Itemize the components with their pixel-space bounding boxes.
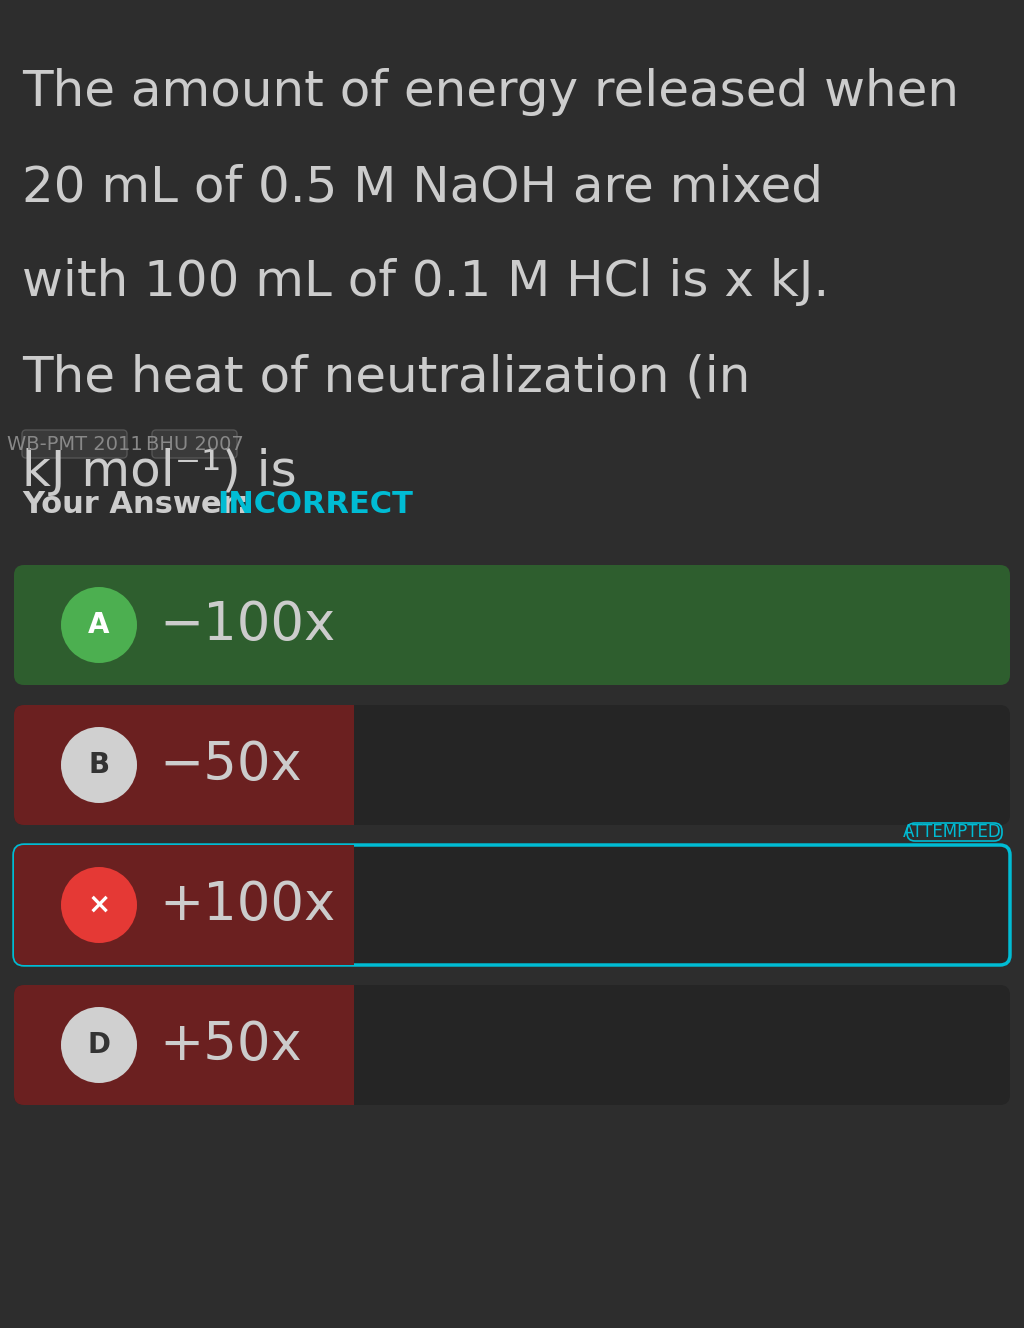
FancyBboxPatch shape [14, 845, 1010, 965]
Text: ×: × [87, 891, 111, 919]
FancyBboxPatch shape [14, 985, 354, 1105]
Text: kJ mol⁻¹) is: kJ mol⁻¹) is [22, 448, 297, 495]
Circle shape [61, 587, 137, 663]
Text: ATTEMPTED: ATTEMPTED [903, 823, 1002, 841]
Circle shape [61, 726, 137, 803]
Text: The amount of energy released when: The amount of energy released when [22, 68, 959, 116]
FancyBboxPatch shape [14, 705, 1010, 825]
Text: A: A [88, 611, 110, 639]
Text: WB-PMT 2011: WB-PMT 2011 [6, 434, 142, 453]
Bar [339, 845, 354, 965]
Text: with 100 mL of 0.1 M HCl is x kJ.: with 100 mL of 0.1 M HCl is x kJ. [22, 258, 829, 305]
Text: +50x: +50x [159, 1019, 302, 1070]
FancyBboxPatch shape [22, 430, 127, 458]
FancyBboxPatch shape [14, 845, 354, 965]
Text: D: D [87, 1031, 111, 1058]
FancyBboxPatch shape [14, 705, 354, 825]
Text: BHU 2007: BHU 2007 [145, 434, 244, 453]
FancyBboxPatch shape [152, 430, 237, 458]
Text: Your Answer:: Your Answer: [22, 490, 249, 519]
FancyBboxPatch shape [14, 985, 1010, 1105]
Circle shape [61, 867, 137, 943]
Text: −100x: −100x [159, 599, 335, 651]
Text: INCORRECT: INCORRECT [217, 490, 413, 519]
Bar [339, 985, 354, 1105]
Text: The heat of neutralization (in: The heat of neutralization (in [22, 353, 751, 401]
Text: +100x: +100x [159, 879, 335, 931]
Bar [339, 705, 354, 825]
Text: B: B [88, 752, 110, 780]
Text: −50x: −50x [159, 738, 302, 791]
FancyBboxPatch shape [14, 564, 1010, 685]
Text: 20 mL of 0.5 M NaOH are mixed: 20 mL of 0.5 M NaOH are mixed [22, 163, 823, 211]
Circle shape [61, 1007, 137, 1084]
